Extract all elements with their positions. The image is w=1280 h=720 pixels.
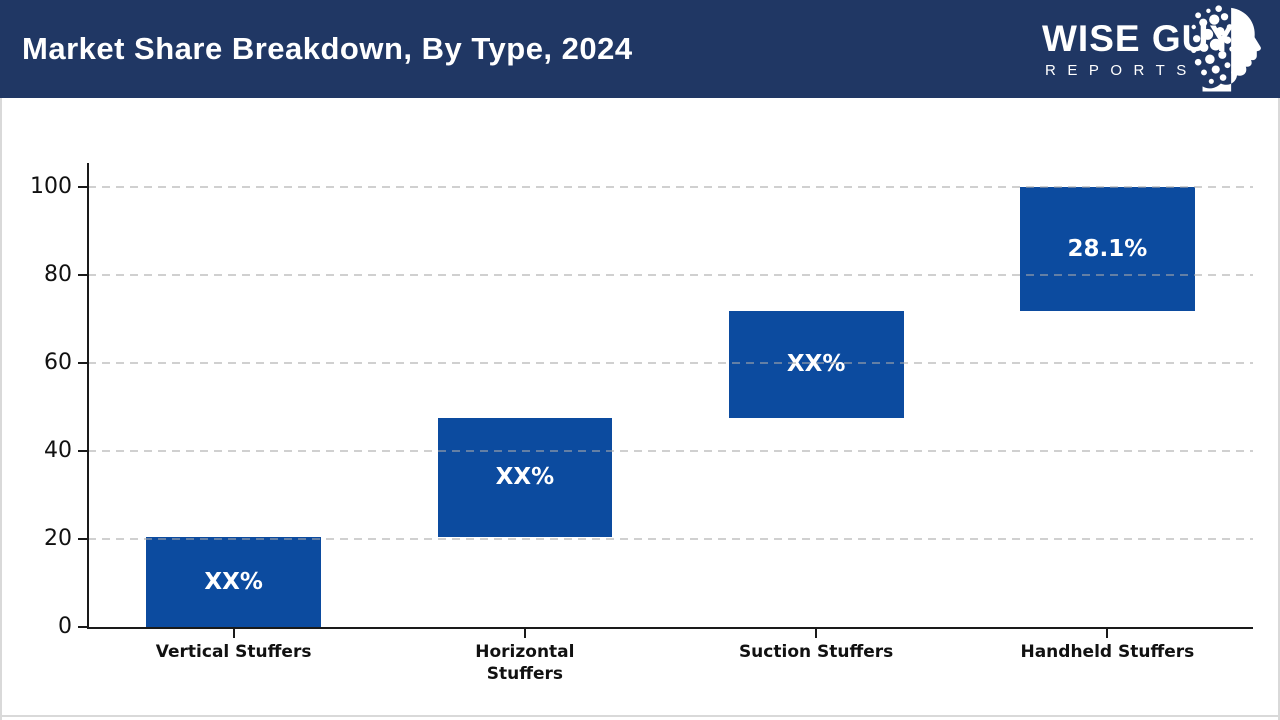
y-tick-label: 60 [44,350,72,375]
gridline [88,450,1253,452]
bar-value-label: XX% [786,351,846,378]
x-tick-mark [232,629,235,638]
y-tick-label: 100 [30,174,72,199]
bar-1: XX% [146,536,321,627]
y-tick-mark [78,274,88,276]
x-axis-spine [87,627,1253,629]
brand-logo: WISE GUY REPORTS [1002,0,1272,98]
x-tick-label: Vertical Stuffers [155,642,312,662]
y-tick-mark [78,626,88,628]
gridline [88,186,1253,188]
y-tick-mark [78,362,88,364]
bar-2: XX% [437,418,613,537]
bar-value-label: 28.1% [1067,235,1148,262]
y-tick-mark [78,186,88,188]
y-tick-label: 20 [44,526,72,551]
y-axis-spine [87,163,89,629]
header: Market Share Breakdown, By Type, 2024 WI… [0,0,1280,98]
bar-3: XX% [728,310,904,418]
x-tick-label: Horizontal Stuffers [475,642,575,685]
brand-subname: REPORTS [1045,62,1198,79]
x-tick-mark [815,629,818,638]
bar-value-label: XX% [495,464,555,491]
x-tick-mark [523,629,526,638]
gridline [88,274,1253,276]
y-tick-label: 80 [44,262,72,287]
bar-value-label: XX% [204,568,263,595]
gridline [88,538,1253,540]
bottom-divider [2,715,1280,717]
x-tick-mark [1106,629,1109,638]
y-tick-mark [78,538,88,540]
x-tick-label: Handheld Stuffers [1020,642,1195,662]
x-tick-label: Suction Stuffers [738,642,894,662]
gridline [88,362,1253,364]
chart-title: Market Share Breakdown, By Type, 2024 [22,31,633,66]
y-tick-label: 40 [44,438,72,463]
y-tick-label: 0 [58,614,72,639]
bar-4: 28.1% [1020,187,1195,311]
y-tick-mark [78,450,88,452]
